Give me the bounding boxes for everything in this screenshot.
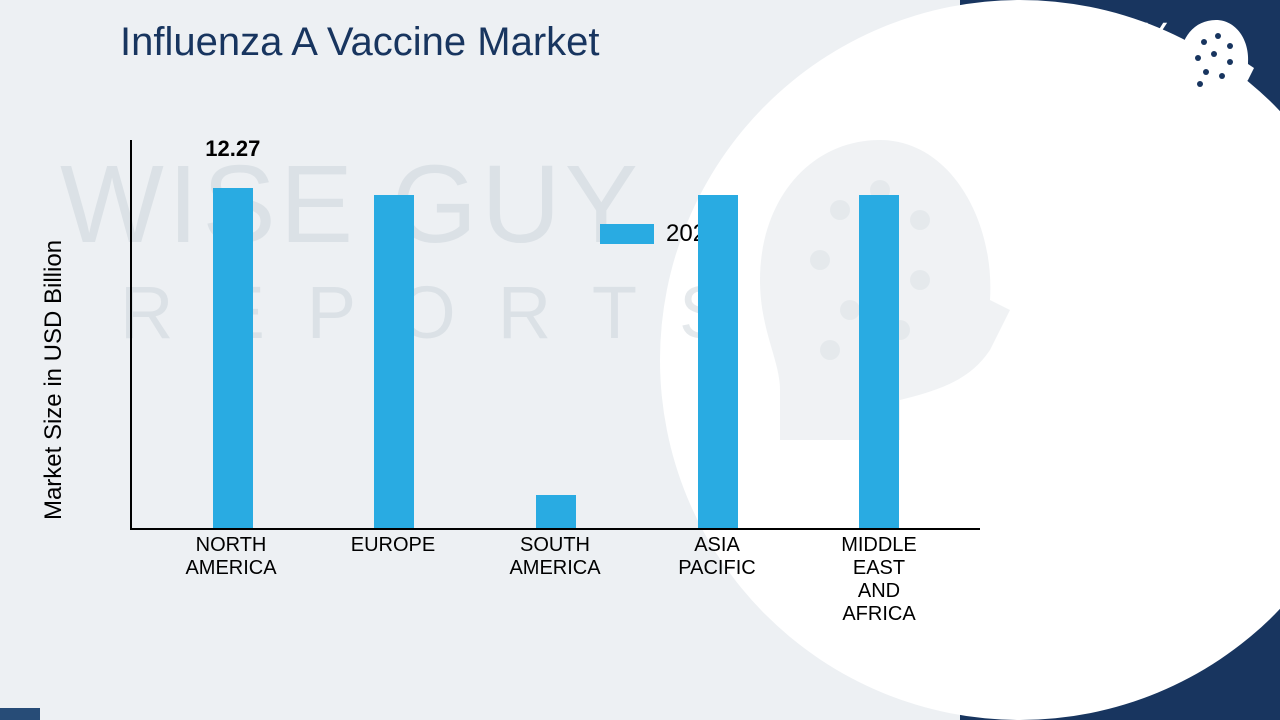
brand-main-text: WISE GUY: [978, 18, 1168, 56]
x-axis-labels: NORTHAMERICAEUROPESOUTHAMERICAASIAPACIFI…: [130, 530, 980, 620]
x-axis-category-label: EUROPE: [312, 530, 474, 620]
bar-value-label: 12.27: [205, 136, 260, 162]
plot-area: 12.27: [130, 140, 980, 530]
bar: [213, 188, 253, 528]
bar-column: [314, 140, 476, 528]
chart-title: Influenza A Vaccine Market: [120, 20, 600, 65]
bar: [698, 195, 738, 528]
bars-container: 12.27: [132, 140, 980, 528]
bottom-accent-stripe: [0, 708, 40, 720]
bar-column: [798, 140, 960, 528]
x-axis-category-label: NORTHAMERICA: [150, 530, 312, 620]
bar-column: [637, 140, 799, 528]
bar-column: 12.27: [152, 140, 314, 528]
bar-column: [475, 140, 637, 528]
bar: [374, 195, 414, 528]
bar: [536, 495, 576, 528]
brand-logo: WISE GUY REPORTS: [978, 18, 1256, 108]
bar-chart: Market Size in USD Billion 12.27 NORTHAM…: [60, 140, 980, 620]
x-axis-category-label: MIDDLEEASTANDAFRICA: [798, 530, 960, 620]
brand-head-icon: [1176, 18, 1256, 108]
x-axis-category-label: SOUTHAMERICA: [474, 530, 636, 620]
x-axis-category-label: ASIAPACIFIC: [636, 530, 798, 620]
bar: [859, 195, 899, 528]
y-axis-label: Market Size in USD Billion: [40, 240, 68, 520]
brand-sub-text: REPORTS: [1017, 58, 1178, 76]
